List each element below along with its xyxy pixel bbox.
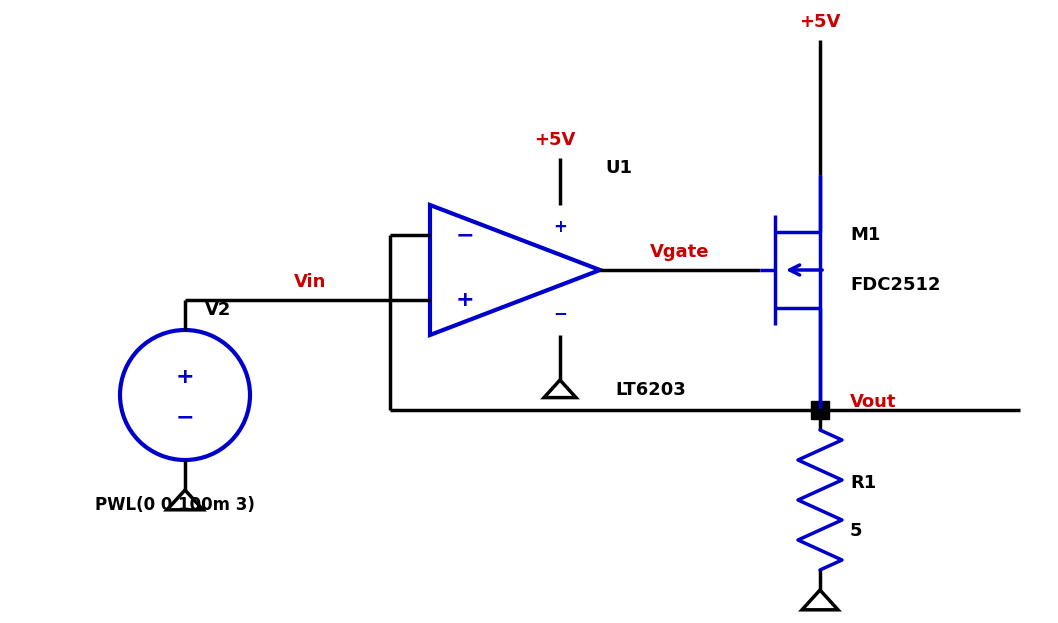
Text: −: − (456, 225, 474, 245)
Text: +: + (456, 290, 474, 310)
Text: +: + (176, 367, 195, 387)
Text: +: + (553, 218, 567, 236)
Text: −: − (176, 407, 195, 427)
Text: LT6203: LT6203 (615, 381, 686, 399)
Text: Vgate: Vgate (651, 243, 710, 261)
Text: V2: V2 (205, 301, 232, 319)
Text: U1: U1 (605, 159, 632, 177)
Text: M1: M1 (850, 226, 880, 244)
Text: −: − (553, 304, 567, 322)
Text: PWL(0 0 100m 3): PWL(0 0 100m 3) (95, 496, 255, 514)
Text: +5V: +5V (534, 131, 576, 149)
Polygon shape (811, 401, 829, 419)
Text: +5V: +5V (799, 13, 841, 31)
Text: Vout: Vout (850, 393, 896, 411)
Text: FDC2512: FDC2512 (850, 276, 941, 294)
Text: Vin: Vin (294, 273, 326, 291)
Text: R1: R1 (850, 474, 876, 492)
Text: 5: 5 (850, 522, 862, 540)
